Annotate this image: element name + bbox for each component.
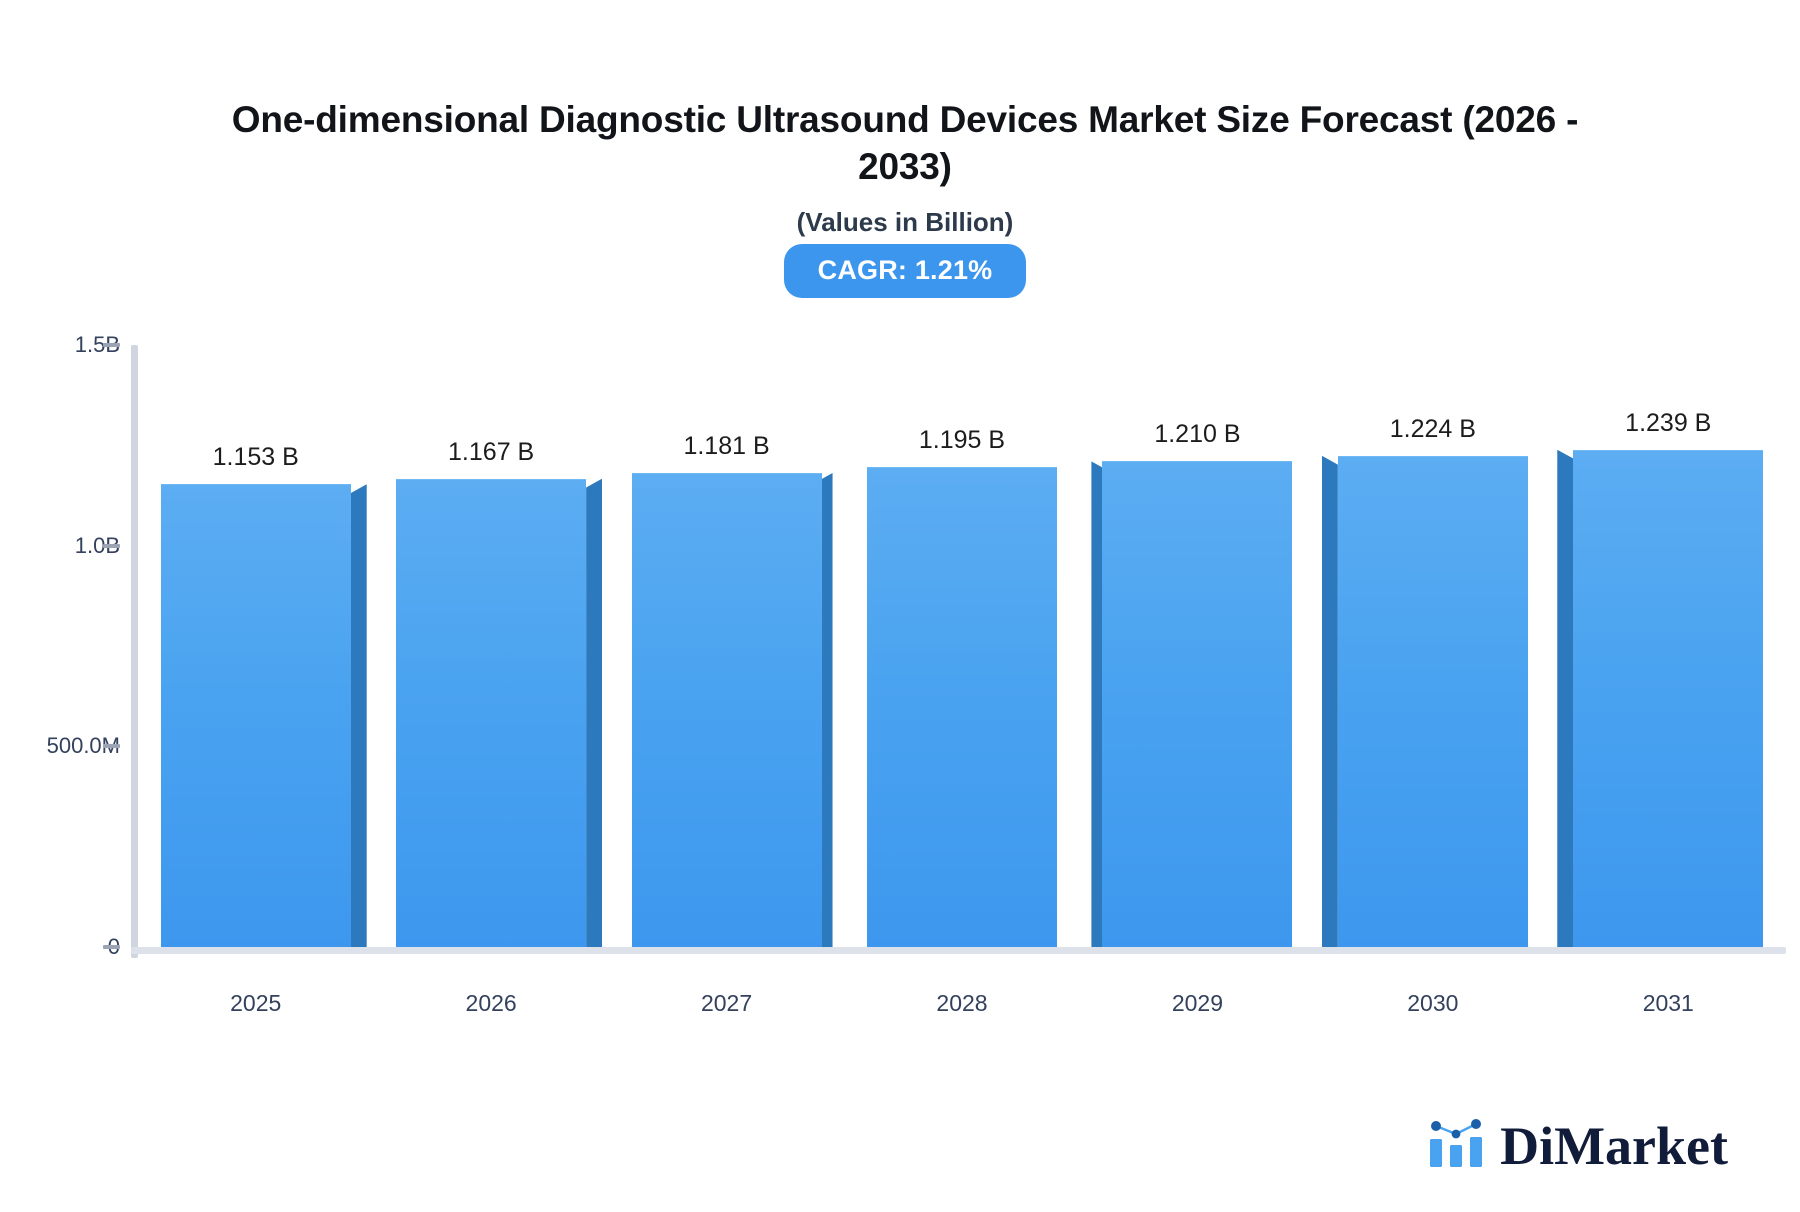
bar[interactable]	[631, 473, 822, 947]
page-title: One-dimensional Diagnostic Ultrasound De…	[231, 99, 1579, 188]
bar[interactable]	[396, 478, 587, 947]
bar-side-face	[1091, 461, 1103, 947]
bar-side-face	[821, 473, 833, 947]
bar-value-label: 1.195 B	[918, 426, 1006, 455]
y-axis-tick: 0	[0, 934, 120, 959]
x-axis-label: 2028	[936, 990, 988, 1016]
y-axis-tick: 1.5B	[0, 332, 120, 357]
y-axis-line	[131, 345, 138, 958]
bar-value-label: 1.210 B	[1154, 420, 1241, 449]
bar-group[interactable]: 1.167 B	[373, 330, 608, 947]
bar[interactable]	[1102, 461, 1293, 947]
bar-value-label: 1.153 B	[212, 443, 299, 472]
bar-group[interactable]: 1.210 B	[1080, 330, 1315, 947]
bar-side-face	[1557, 449, 1574, 947]
x-axis-label: 2027	[700, 990, 753, 1016]
y-axis-tick-mark	[103, 744, 120, 749]
bar-value-label: 1.239 B	[1625, 408, 1712, 437]
bar-wrap: 1.210 B	[1091, 420, 1293, 947]
x-axis-labels: 2025 2026 2027 2028 2029 2030 2031	[138, 990, 1786, 1030]
y-axis-tick-mark	[103, 343, 120, 347]
x-axis-label: 2031	[1642, 990, 1694, 1016]
bar-wrap: 1.153 B	[160, 443, 367, 947]
bar-wrap: 1.167 B	[396, 437, 603, 947]
bar[interactable]	[1337, 455, 1528, 947]
bar-chart-icon	[1428, 1117, 1486, 1174]
brand-logo: DiMarket	[1428, 1117, 1728, 1174]
y-axis-tick: 1.0B	[0, 533, 120, 558]
bar-group[interactable]: 1.239 B	[1551, 330, 1786, 947]
bar-group[interactable]: 1.153 B	[138, 330, 373, 947]
bar-wrap: 1.239 B	[1557, 408, 1764, 947]
bar-group[interactable]: 1.224 B	[1315, 330, 1550, 947]
bar-side-face	[1321, 455, 1338, 947]
x-axis-line	[131, 947, 1786, 954]
bar-wrap: 1.224 B	[1321, 414, 1528, 947]
bar[interactable]	[866, 467, 1057, 947]
x-axis-label: 2030	[1407, 990, 1459, 1016]
chart-header: One-dimensional Diagnostic Ultrasound De…	[140, 96, 1670, 298]
x-axis-label: 2026	[465, 990, 517, 1016]
chart-subtitle: (Values in Billion)	[796, 206, 1014, 237]
bar-side-face	[350, 484, 367, 947]
bar[interactable]	[1573, 449, 1764, 947]
bar-group[interactable]: 1.181 B	[609, 330, 844, 947]
bar-value-label: 1.167 B	[448, 437, 535, 466]
bar-value-label: 1.181 B	[683, 432, 770, 461]
logo-text: DiMarket	[1500, 1115, 1728, 1176]
bar-group[interactable]: 1.195 B	[844, 330, 1079, 947]
bar-value-label: 1.224 B	[1389, 414, 1476, 443]
cagr-badge: CAGR: 1.21%	[783, 243, 1027, 298]
y-axis-tick-mark	[103, 543, 120, 548]
y-axis-tick-mark	[103, 945, 120, 949]
bar-wrap: 1.195 B	[866, 426, 1057, 947]
bar-wrap: 1.181 B	[631, 432, 833, 947]
bar[interactable]	[160, 484, 351, 947]
y-axis-tick: 500.0M	[0, 733, 120, 758]
cagr-badge-wrap: CAGR: 1.21%	[140, 243, 1670, 298]
bar-side-face	[586, 478, 603, 947]
x-axis-label: 2025	[230, 990, 282, 1016]
x-axis-label: 2029	[1171, 990, 1223, 1016]
bars-layer: 1.153 B 1.167 B 1.181 B 1.195 B 1.210 B 1.224…	[138, 330, 1786, 947]
